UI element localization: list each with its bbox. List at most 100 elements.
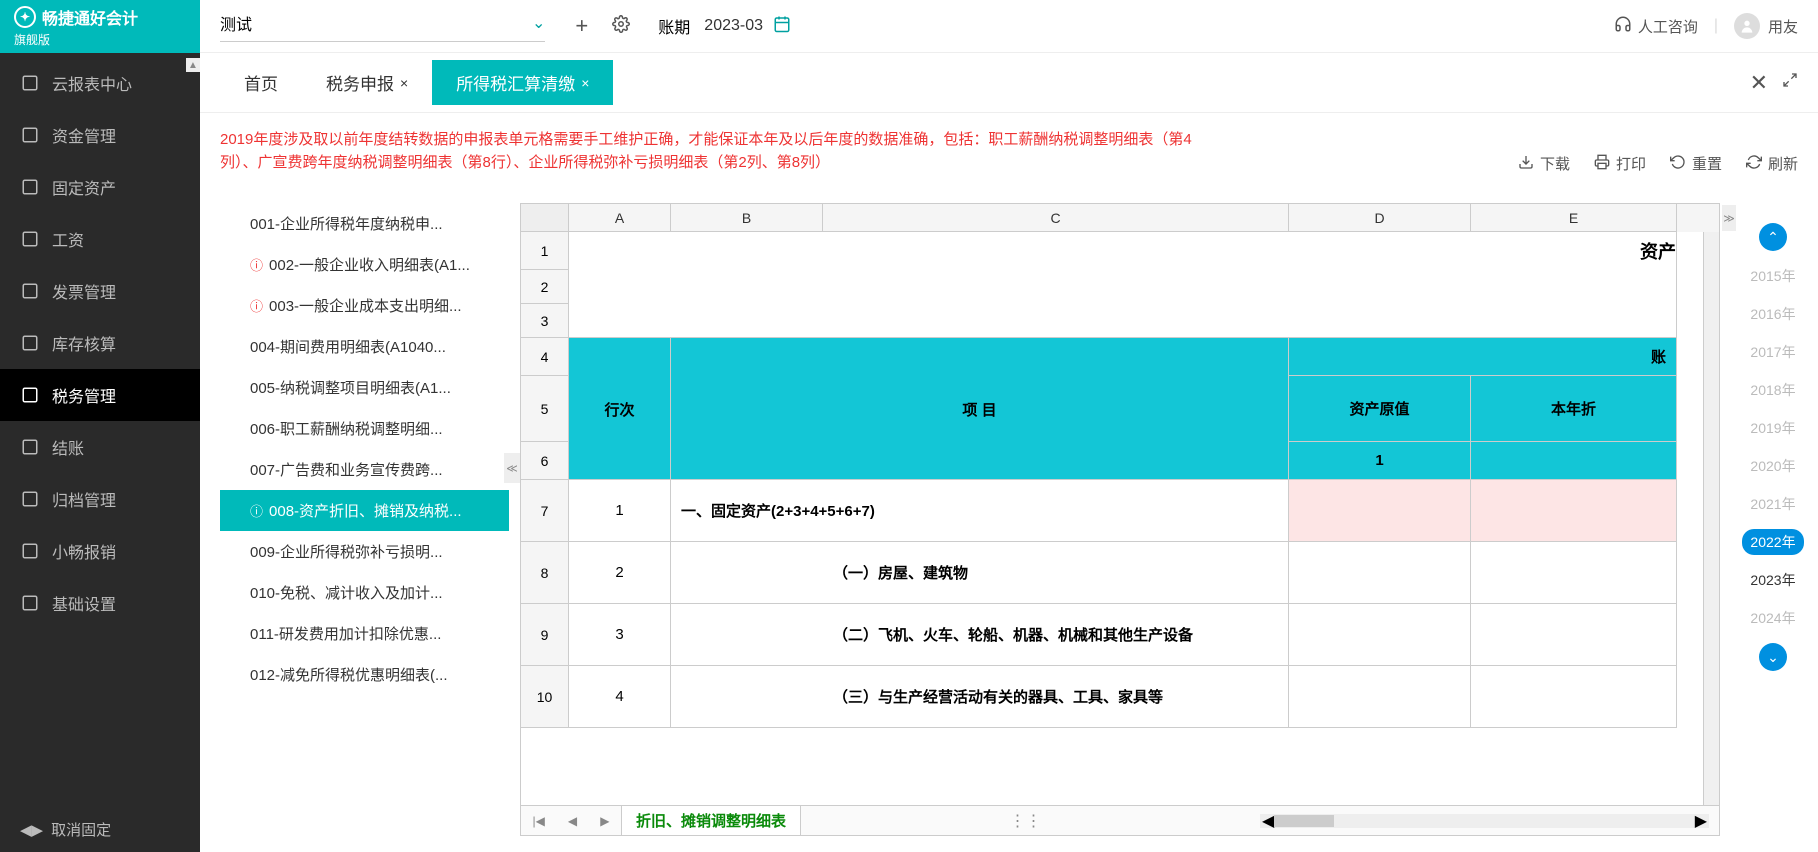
cell[interactable] xyxy=(671,542,823,604)
row-number[interactable]: 3 xyxy=(521,304,569,338)
sidebar-item[interactable]: 小畅报销 xyxy=(0,525,200,577)
sheet-tab[interactable]: 折旧、摊销调整明细表 xyxy=(621,806,801,835)
cell[interactable] xyxy=(1471,666,1677,728)
row-number[interactable]: 10 xyxy=(521,666,569,728)
year-item[interactable]: 2024年 xyxy=(1742,605,1803,631)
row-number[interactable]: 9 xyxy=(521,604,569,666)
cell[interactable]: 一、固定资产(2+3+4+5+6+7) xyxy=(671,480,1289,542)
nav-first-icon[interactable]: |◀ xyxy=(533,814,545,828)
sidebar-item[interactable]: 结账 xyxy=(0,421,200,473)
row-number[interactable]: 4 xyxy=(521,338,569,376)
year-item[interactable]: 2020年 xyxy=(1742,453,1803,479)
sidebar-item[interactable]: 云报表中心 xyxy=(0,57,200,109)
year-item[interactable]: 2018年 xyxy=(1742,377,1803,403)
add-button[interactable]: + xyxy=(575,13,588,39)
tab[interactable]: 首页 xyxy=(220,60,302,105)
cell[interactable]: （三）与生产经营活动有关的器具、工具、家具等 xyxy=(823,666,1289,728)
cell[interactable] xyxy=(1471,542,1677,604)
cell[interactable]: 2 xyxy=(569,542,671,604)
help-button[interactable]: 人工咨询 xyxy=(1614,15,1698,37)
cell[interactable] xyxy=(569,304,1677,338)
nav-prev-icon[interactable]: ◀ xyxy=(568,814,577,828)
form-item[interactable]: 001-企业所得税年度纳税申... xyxy=(220,203,509,244)
year-item[interactable]: 2023年 xyxy=(1742,567,1803,593)
year-item[interactable]: 2019年 xyxy=(1742,415,1803,441)
collapse-handle[interactable]: ≪ xyxy=(504,453,520,483)
row-number[interactable]: 5 xyxy=(521,376,569,442)
sidebar-item[interactable]: 工资 xyxy=(0,213,200,265)
form-item[interactable]: 005-纳税调整项目明细表(A1... xyxy=(220,367,509,408)
close-icon[interactable]: × xyxy=(581,75,589,91)
year-item[interactable]: 2015年 xyxy=(1742,263,1803,289)
sidebar-item[interactable]: 基础设置 xyxy=(0,577,200,629)
settings-icon[interactable] xyxy=(612,15,630,38)
cell[interactable] xyxy=(569,270,1677,304)
form-item[interactable]: 004-期间费用明细表(A1040... xyxy=(220,326,509,367)
cell[interactable] xyxy=(671,666,823,728)
row-number[interactable]: 8 xyxy=(521,542,569,604)
download-button[interactable]: 下载 xyxy=(1518,153,1570,174)
cell[interactable] xyxy=(1471,604,1677,666)
year-up-icon[interactable]: ⌃ xyxy=(1759,223,1787,251)
cell[interactable] xyxy=(1289,480,1471,542)
form-item[interactable]: ⓘ003-一般企业成本支出明细... xyxy=(220,285,509,326)
calendar-icon[interactable] xyxy=(773,15,791,38)
user-menu[interactable]: 用友 xyxy=(1734,13,1798,39)
expand-icon[interactable] xyxy=(1782,72,1798,93)
tab[interactable]: 税务申报× xyxy=(302,60,432,105)
sheet-corner[interactable] xyxy=(521,204,569,232)
column-header[interactable]: B xyxy=(671,204,823,232)
form-item[interactable]: 009-企业所得税弥补亏损明... xyxy=(220,531,509,572)
sheet-nav[interactable]: |◀ ◀ ▶ xyxy=(521,814,621,828)
sidebar-item[interactable]: 库存核算 xyxy=(0,317,200,369)
cell[interactable]: （二）飞机、火车、轮船、机器、机械和其他生产设备 xyxy=(823,604,1289,666)
form-item[interactable]: 010-免税、减计收入及加计... xyxy=(220,572,509,613)
year-item[interactable]: 2021年 xyxy=(1742,491,1803,517)
sidebar-item[interactable]: 固定资产 xyxy=(0,161,200,213)
year-item[interactable]: 2016年 xyxy=(1742,301,1803,327)
form-item[interactable]: 007-广告费和业务宣传费跨... xyxy=(220,449,509,490)
cell[interactable] xyxy=(1471,480,1677,542)
column-header[interactable]: D xyxy=(1289,204,1471,232)
cell[interactable]: 3 xyxy=(569,604,671,666)
column-header[interactable]: E xyxy=(1471,204,1677,232)
company-select[interactable]: 测试 ⌄ xyxy=(220,11,545,42)
cell[interactable]: 4 xyxy=(569,666,671,728)
form-item[interactable]: ⓘ002-一般企业收入明细表(A1... xyxy=(220,244,509,285)
year-down-icon[interactable]: ⌄ xyxy=(1759,643,1787,671)
form-item[interactable]: 011-研发费用加计扣除优惠... xyxy=(220,613,509,654)
column-header[interactable]: C xyxy=(823,204,1289,232)
sidebar-item[interactable]: 发票管理 xyxy=(0,265,200,317)
form-item[interactable]: 006-职工薪酬纳税调整明细... xyxy=(220,408,509,449)
row-number[interactable]: 6 xyxy=(521,442,569,480)
year-item[interactable]: 2022年 xyxy=(1742,529,1803,555)
row-number[interactable]: 2 xyxy=(521,270,569,304)
refresh-button[interactable]: 刷新 xyxy=(1746,153,1798,174)
scroll-up-icon[interactable]: ▲ xyxy=(186,58,200,72)
nav-next-icon[interactable]: ▶ xyxy=(600,814,609,828)
form-item[interactable]: 012-减免所得税优惠明细表(... xyxy=(220,654,509,695)
year-item[interactable]: 2017年 xyxy=(1742,339,1803,365)
close-icon[interactable]: × xyxy=(400,75,408,91)
form-item[interactable]: ⓘ008-资产折旧、摊销及纳税... xyxy=(220,490,509,531)
print-button[interactable]: 打印 xyxy=(1594,153,1646,174)
cell[interactable] xyxy=(671,604,823,666)
cell[interactable] xyxy=(1289,604,1471,666)
sidebar-item[interactable]: 税务管理 xyxy=(0,369,200,421)
row-number[interactable]: 1 xyxy=(521,232,569,270)
tab[interactable]: 所得税汇算清缴× xyxy=(432,60,613,105)
cell[interactable]: （一）房屋、建筑物 xyxy=(823,542,1289,604)
row-number[interactable]: 7 xyxy=(521,480,569,542)
column-header[interactable]: A xyxy=(569,204,671,232)
cell[interactable] xyxy=(1289,542,1471,604)
cell[interactable] xyxy=(1289,666,1471,728)
overflow-handle[interactable]: ≫ xyxy=(1722,205,1736,231)
vertical-scrollbar[interactable] xyxy=(1703,232,1719,805)
sidebar-item[interactable]: 归档管理 xyxy=(0,473,200,525)
unpin-button[interactable]: ◀▶ 取消固定 xyxy=(0,807,200,852)
sidebar-item[interactable]: 资金管理 xyxy=(0,109,200,161)
close-all-icon[interactable]: ✕ xyxy=(1750,70,1768,96)
cell[interactable]: 1 xyxy=(569,480,671,542)
horizontal-scrollbar[interactable]: ◀ ▶ xyxy=(1260,814,1709,828)
reset-button[interactable]: 重置 xyxy=(1670,153,1722,174)
